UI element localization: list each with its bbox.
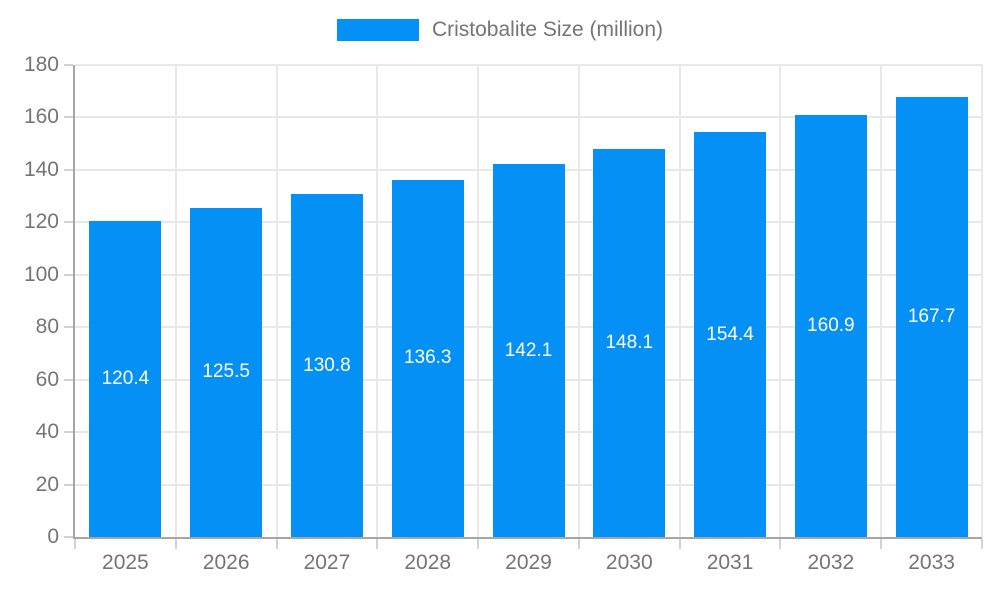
gridline-v: [477, 65, 480, 537]
y-tick-label: 20: [35, 472, 59, 496]
gridline-v: [678, 65, 681, 537]
bar-value-label: 160.9: [807, 315, 855, 337]
bar-value-label: 136.3: [403, 347, 452, 369]
x-axis-tick: [981, 539, 983, 549]
x-tick-label: 2031: [706, 551, 754, 574]
gridline-v: [275, 65, 278, 537]
plot-area: 0 20 40 60 80 100 120 140 160 180 2025 2026 2027 2028…: [24, 53, 983, 574]
y-axis-tick: [64, 168, 73, 171]
y-axis-tick: [64, 483, 73, 486]
y-axis-tick: [64, 64, 73, 66]
gridline-h: [75, 64, 982, 66]
gridline-v: [174, 65, 177, 537]
y-axis-tick: [64, 431, 73, 434]
bar: [895, 97, 968, 537]
gridline-v: [779, 65, 782, 537]
bar: [593, 148, 666, 537]
bar-value-label: 130.8: [303, 354, 351, 376]
y-axis-tick: [64, 221, 73, 224]
x-tick-label: 2025: [102, 551, 149, 574]
y-tick-label: 60: [35, 367, 59, 391]
bar: [694, 132, 767, 537]
bar-value-label: 142.1: [504, 339, 553, 361]
x-axis-tick: [880, 539, 883, 549]
bar-value-label: 154.4: [706, 323, 754, 345]
bar: [190, 207, 263, 537]
x-tick-label: 2028: [404, 551, 452, 574]
y-axis-tick: [64, 378, 73, 381]
y-axis-tick: [64, 273, 73, 276]
y-tick-label: 0: [47, 525, 59, 548]
gridline-v: [376, 65, 379, 537]
x-axis-tick: [577, 539, 580, 549]
x-tick-label: 2027: [303, 551, 351, 574]
x-tick-label: 2032: [807, 551, 855, 574]
x-axis-tick: [477, 539, 480, 549]
gridline-v: [880, 65, 883, 537]
x-tick-label: 2030: [605, 551, 653, 574]
bar-value-label: 167.7: [907, 306, 956, 328]
bar: [89, 221, 162, 537]
x-axis-tick: [174, 539, 177, 549]
x-tick-label: 2029: [505, 551, 552, 574]
bar: [391, 179, 464, 537]
bar: [290, 194, 363, 537]
bar-value-label: 125.5: [202, 361, 250, 383]
bar-value-label: 148.1: [605, 331, 654, 353]
bar: [492, 164, 565, 537]
x-axis-tick: [678, 539, 681, 549]
y-axis-tick: [64, 116, 73, 119]
y-tick-label: 40: [35, 420, 59, 444]
y-tick-label: 160: [23, 105, 59, 129]
y-axis-tick: [64, 326, 73, 329]
bar: [794, 115, 867, 537]
x-tick-label: 2026: [202, 551, 250, 574]
legend: Cristobalite Size (million): [0, 18, 1000, 42]
y-tick-label: 80: [35, 315, 59, 339]
y-axis-tick: [64, 536, 73, 538]
y-tick-label: 180: [23, 53, 59, 76]
y-tick-label: 100: [23, 262, 59, 286]
bar-value-label: 120.4: [101, 368, 150, 390]
x-axis-tick: [779, 539, 782, 549]
y-tick-label: 140: [23, 157, 59, 181]
x-axis-tick: [376, 539, 379, 549]
gridline-v: [981, 65, 983, 537]
x-tick-label: 2033: [908, 551, 955, 574]
legend-label: Cristobalite Size (million): [431, 18, 664, 41]
gridline-h: [75, 116, 982, 119]
gridline-v: [577, 65, 580, 537]
y-tick-label: 120: [23, 210, 59, 234]
legend-swatch: [336, 19, 419, 41]
x-axis-tick: [74, 539, 76, 549]
x-axis-tick: [275, 539, 278, 549]
